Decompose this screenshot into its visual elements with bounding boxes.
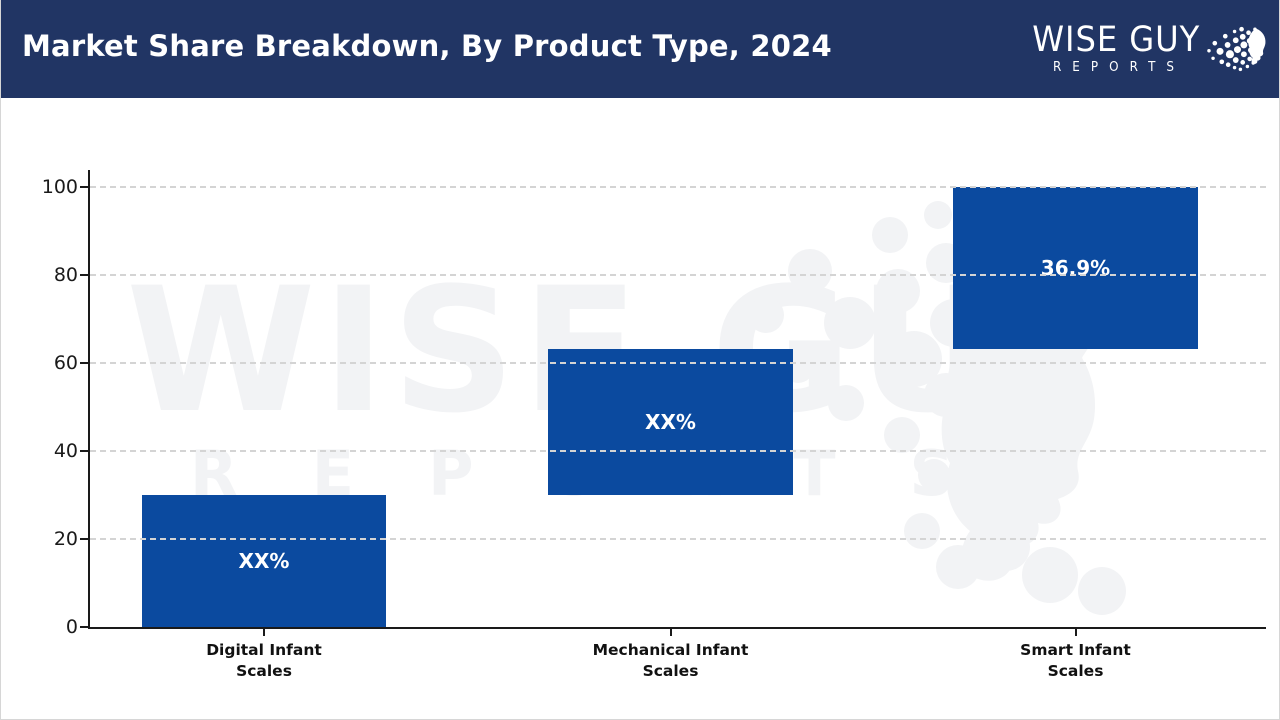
bar-value-label: 36.9%: [1040, 256, 1111, 281]
y-tick-label: 80: [53, 264, 78, 286]
x-axis-line: [88, 627, 1266, 629]
x-category-label: Mechanical Infant Scales: [561, 640, 781, 682]
bar-value-label: XX%: [238, 549, 290, 573]
bar-value-label: XX%: [645, 410, 696, 435]
bar-digital-infant-scales: XX%: [142, 495, 386, 627]
logo-wordmark: WISE GUY: [1032, 20, 1201, 60]
logo-subtext: REPORTS: [1053, 60, 1186, 75]
y-tick-mark: [80, 274, 88, 276]
y-tick-mark: [80, 626, 88, 628]
page-title: Market Share Breakdown, By Product Type,…: [22, 29, 832, 63]
y-tick-label: 100: [41, 176, 78, 198]
x-category-line1: Digital Infant: [206, 641, 322, 659]
logo-face-icon: [1207, 26, 1266, 72]
logo-text: WISE GUY REPORTS: [1033, 22, 1201, 76]
x-category-line1: Smart Infant: [1020, 641, 1131, 659]
y-tick-label: 40: [53, 440, 78, 462]
y-tick-mark: [80, 538, 88, 540]
wiseguy-logo: WISE GUY REPORTS: [1025, 7, 1266, 91]
x-tick-mark: [1074, 629, 1077, 636]
gridline: [90, 274, 1266, 276]
gridline: [90, 186, 1266, 188]
x-category-line2: Scales: [236, 662, 292, 680]
gridline: [90, 450, 1266, 452]
y-axis-line: [88, 170, 90, 629]
y-tick-label: 20: [53, 528, 78, 550]
bar-mechanical-infant-scales: XX%: [548, 349, 793, 495]
x-tick-mark: [263, 629, 265, 636]
watermark-face-icon: [748, 201, 1126, 615]
x-category-line1: Mechanical Infant: [592, 641, 749, 659]
y-tick-label: 60: [53, 352, 78, 374]
y-tick-label: 0: [65, 616, 78, 638]
y-tick-mark: [80, 450, 88, 452]
y-tick-mark: [80, 362, 88, 364]
y-tick-mark: [80, 186, 88, 188]
x-tick-mark: [669, 629, 672, 636]
x-category-label: Smart Infant Scales: [966, 640, 1186, 682]
gridline: [90, 362, 1266, 364]
header: Market Share Breakdown, By Product Type,…: [0, 0, 1280, 98]
gridline: [90, 538, 1266, 540]
bar-smart-infant-scales: 36.9%: [953, 187, 1198, 350]
x-category-line2: Scales: [642, 662, 699, 680]
x-category-line2: Scales: [1047, 662, 1104, 680]
x-category-label: Digital Infant Scales: [154, 640, 374, 682]
